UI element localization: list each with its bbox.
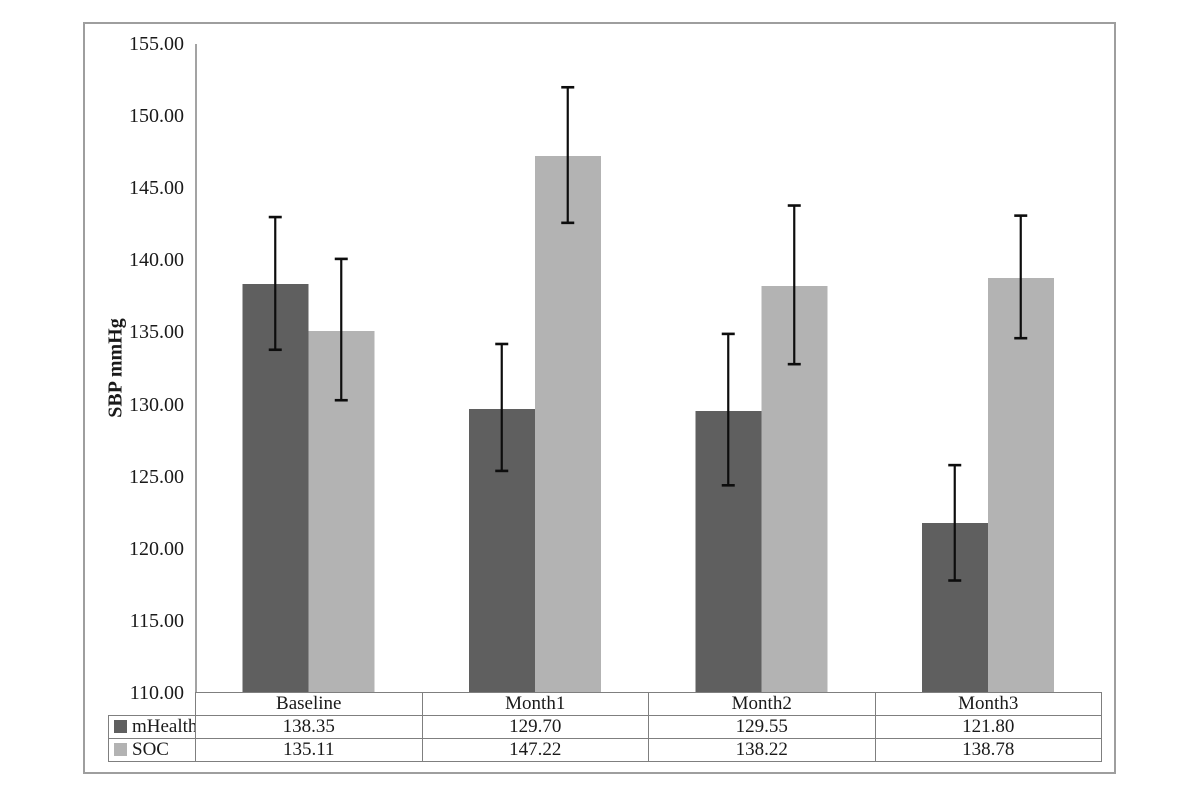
mhealth-legend-swatch-icon	[114, 720, 127, 733]
error-bar-soc-month3	[1014, 214, 1028, 340]
value-mhealth-baseline: 138.35	[195, 715, 423, 739]
value-soc-baseline: 135.11	[195, 738, 423, 762]
series-row-mhealth: mHealth 138.35 129.70 129.55 121.80	[108, 715, 1102, 739]
value-mhealth-month3: 121.80	[874, 715, 1102, 739]
value-soc-month2: 138.22	[648, 738, 876, 762]
category-header-month3: Month3	[874, 692, 1102, 716]
y-tick-label: 155.00	[129, 33, 184, 55]
category-header-month1: Month1	[421, 692, 649, 716]
value-soc-month1: 147.22	[421, 738, 649, 762]
error-bar-mhealth-month1	[495, 342, 509, 473]
y-tick-label: 135.00	[129, 321, 184, 344]
table-corner-cell	[109, 693, 196, 716]
series-row-soc: SOC 135.11 147.22 138.22 138.78	[108, 738, 1102, 762]
error-bar-soc-baseline	[334, 257, 348, 402]
legend-label-mhealth: mHealth	[132, 716, 196, 738]
y-tick-label: 120.00	[129, 537, 184, 560]
y-tick-label: 125.00	[129, 465, 184, 488]
plot-area	[195, 44, 1054, 693]
legend-cell-mhealth: mHealth	[108, 715, 196, 739]
value-mhealth-month2: 129.55	[648, 715, 876, 739]
legend-label-soc: SOC	[132, 739, 169, 761]
bar-soc-month1	[534, 156, 601, 693]
error-bar-mhealth-month3	[948, 463, 962, 582]
legend-cell-soc: SOC	[108, 738, 196, 762]
error-bar-soc-month2	[787, 204, 801, 366]
figure-frame: SBP mmHg 155.00 150.00 145.00 140.00 135.00 1…	[83, 22, 1116, 774]
y-tick-label: 140.00	[129, 249, 184, 272]
error-bar-soc-month1	[561, 85, 575, 225]
y-tick-label: 110.00	[129, 682, 184, 704]
data-table: Baseline Month1 Month2 Month3 mHealth 13…	[108, 692, 1102, 762]
y-tick-label: 130.00	[129, 393, 184, 416]
category-header-month2: Month2	[648, 692, 876, 716]
soc-legend-swatch-icon	[114, 743, 127, 756]
category-header-baseline: Baseline	[195, 692, 423, 716]
y-tick-label: 150.00	[129, 105, 184, 128]
error-bar-mhealth-baseline	[268, 215, 282, 352]
category-header-row: Baseline Month1 Month2 Month3	[109, 692, 1102, 716]
bar-soc-month3	[987, 277, 1054, 693]
bar-mhealth-baseline	[242, 284, 309, 693]
y-tick-label: 115.00	[129, 609, 184, 632]
y-tick-label: 145.00	[129, 177, 184, 200]
error-bar-mhealth-month2	[721, 332, 735, 487]
value-mhealth-month1: 129.70	[421, 715, 649, 739]
value-soc-month3: 138.78	[874, 738, 1102, 762]
